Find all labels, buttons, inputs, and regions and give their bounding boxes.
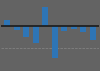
Bar (4, 20, 10, 26)
Bar (71, 26, 77, 29)
Bar (61, 26, 67, 31)
Bar (90, 26, 96, 40)
Bar (42, 7, 48, 26)
Bar (14, 26, 20, 30)
Bar (80, 26, 86, 32)
Bar (52, 26, 58, 58)
Bar (33, 26, 39, 43)
Bar (23, 26, 29, 37)
